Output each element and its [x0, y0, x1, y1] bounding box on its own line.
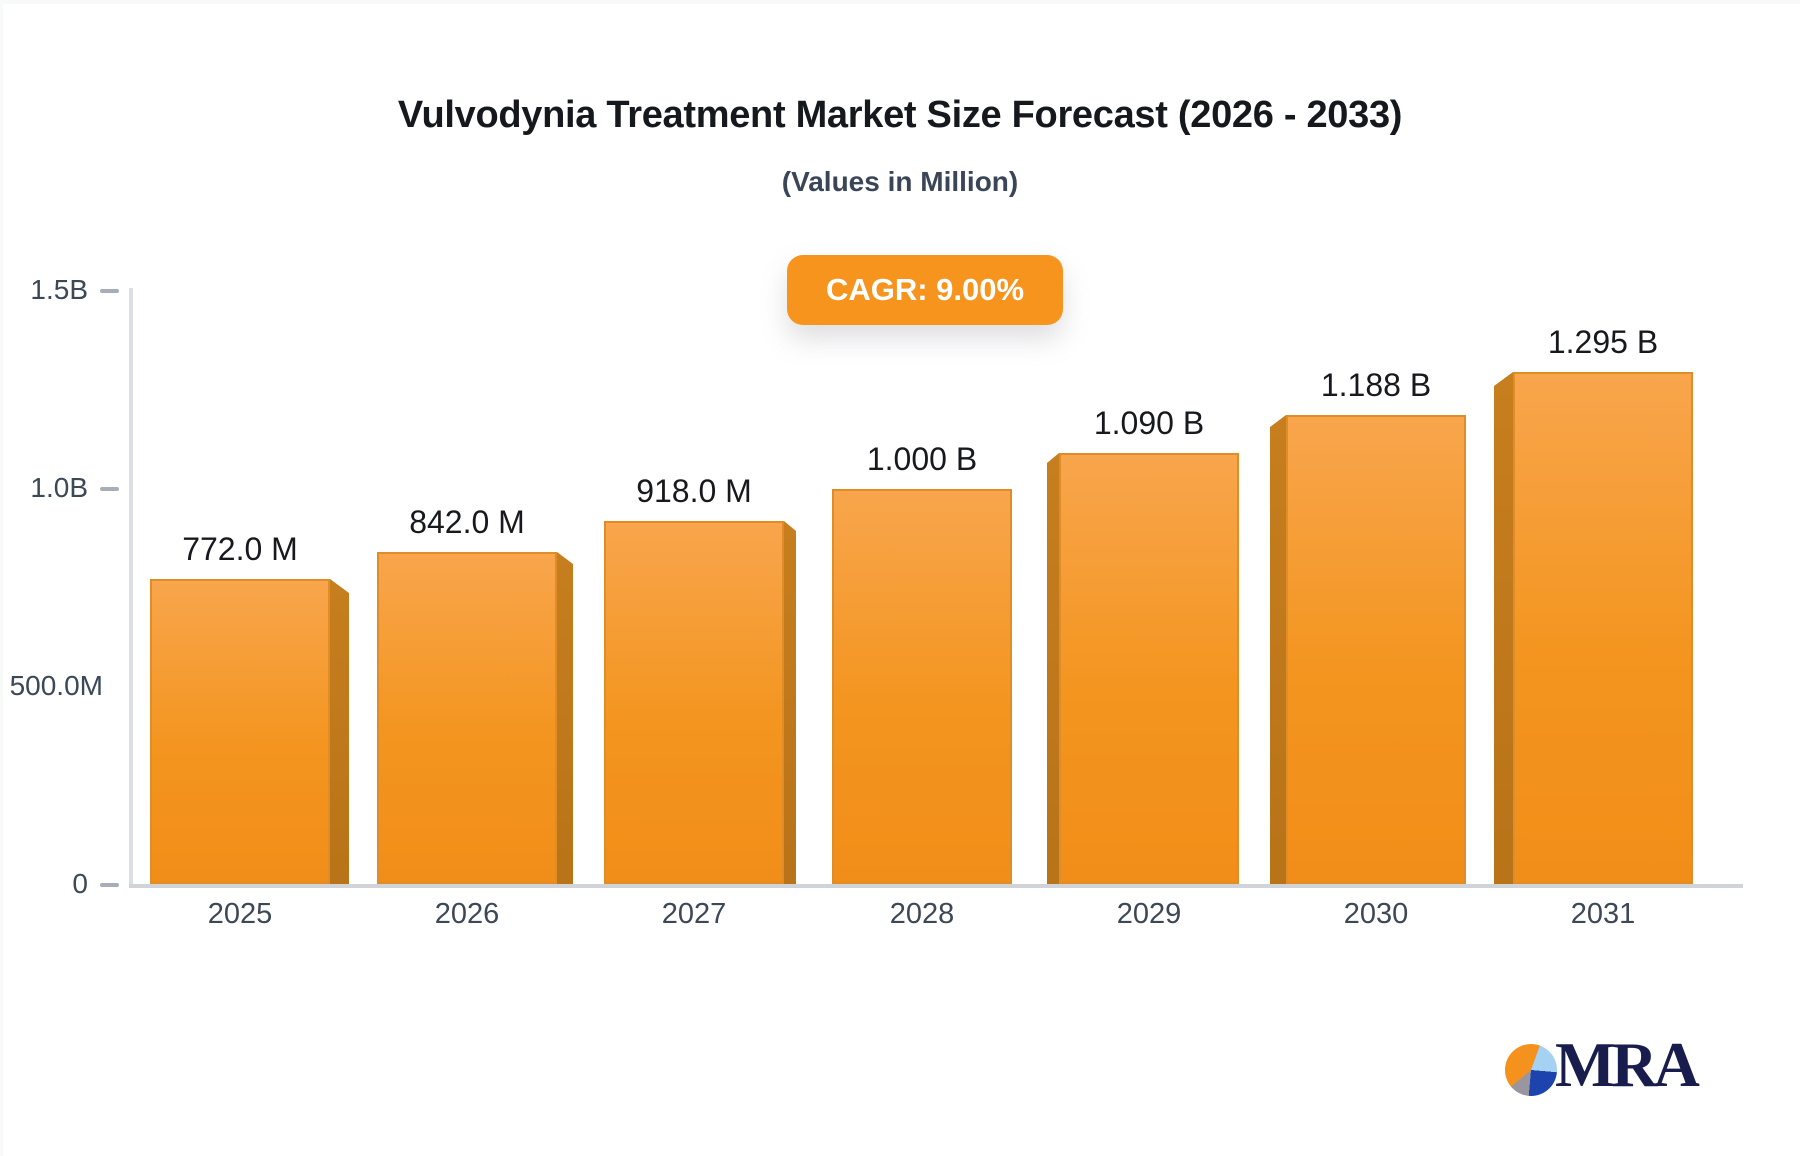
- y-tick-dash: [100, 289, 119, 293]
- y-axis-label-1.0B: 1.0B: [30, 472, 88, 503]
- bar-2027: [604, 521, 784, 884]
- y-tick-dash: [100, 883, 119, 887]
- logo-text: MRA: [1555, 1029, 1700, 1100]
- bar-value-label-2025: 772.0 M: [182, 531, 298, 567]
- bar-value-label-2026: 842.0 M: [409, 504, 525, 540]
- pie-chart-logo-icon: [1505, 1044, 1557, 1096]
- page-edge-left: [0, 0, 3, 1156]
- y-axis-label-1.5B: 1.5B: [30, 274, 88, 305]
- cagr-badge: CAGR: 9.00%: [787, 255, 1063, 325]
- bar-side-face-2029: [1047, 453, 1059, 884]
- bar-side-face-2026: [557, 552, 573, 884]
- bar-2029: [1059, 453, 1239, 884]
- y-axis-line: [129, 288, 133, 888]
- x-axis-label-2031: 2031: [1570, 898, 1636, 930]
- y-axis-label-0: 0: [72, 868, 88, 899]
- x-axis-label-2026: 2026: [434, 898, 500, 930]
- bar-value-label-2028: 1.000 B: [866, 441, 978, 477]
- chart-title: Vulvodynia Treatment Market Size Forecas…: [397, 94, 1403, 136]
- bar-2028: [832, 489, 1012, 884]
- bar-value-label-2029: 1.090 B: [1093, 405, 1205, 441]
- bar-value-label-2031: 1.295 B: [1547, 324, 1659, 360]
- x-axis-label-2030: 2030: [1343, 898, 1409, 930]
- bar-2031: [1513, 372, 1693, 884]
- bar-2025: [150, 579, 330, 884]
- x-axis-label-2027: 2027: [661, 898, 727, 930]
- bar-2026: [377, 552, 557, 884]
- x-axis-label-2028: 2028: [889, 898, 955, 930]
- chart-subtitle: (Values in Million): [781, 166, 1019, 197]
- bar-value-label-2030: 1.188 B: [1320, 367, 1432, 403]
- bar-side-face-2030: [1270, 415, 1286, 884]
- y-axis-label-500.0M: 500.0M: [9, 670, 103, 701]
- bar-value-label-2027: 918.0 M: [636, 473, 752, 509]
- bar-side-face-2025: [330, 579, 349, 884]
- x-axis-label-2025: 2025: [207, 898, 273, 930]
- y-tick-dash: [100, 487, 119, 491]
- page-edge-top: [0, 0, 1800, 4]
- x-axis-line: [129, 884, 1743, 888]
- bar-2030: [1286, 415, 1466, 884]
- bar-side-face-2031: [1494, 372, 1513, 884]
- bar-side-face-2027: [784, 521, 796, 884]
- mra-logo: MRA: [1505, 1028, 1765, 1118]
- x-axis-label-2029: 2029: [1116, 898, 1182, 930]
